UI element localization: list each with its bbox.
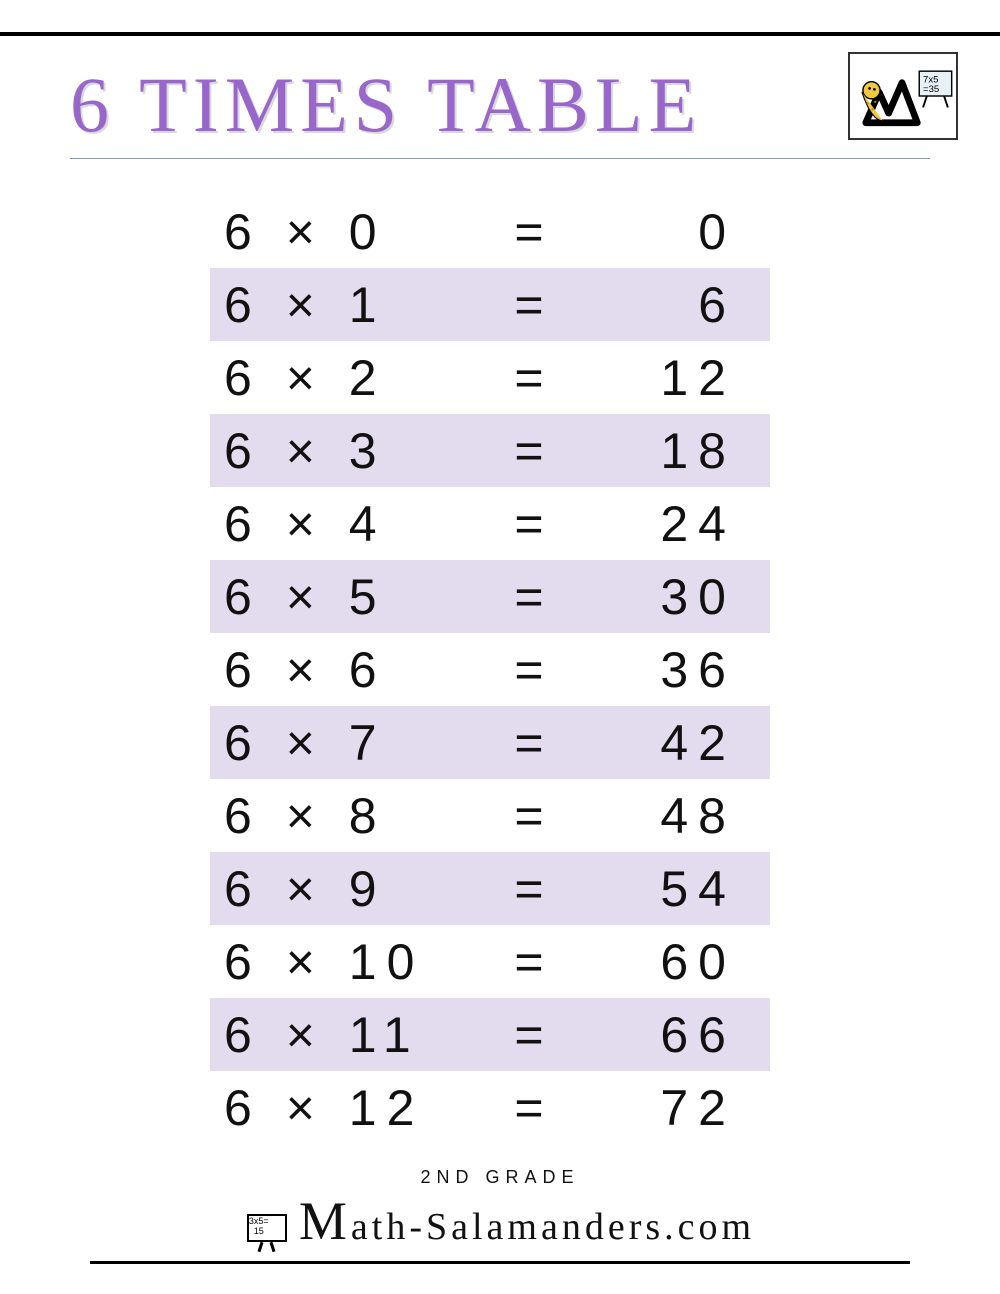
table-row: 6 × 8=48 (210, 779, 770, 852)
row-rhs: 42 (589, 714, 756, 772)
table-row: 6 × 4=24 (210, 487, 770, 560)
row-eq: = (479, 276, 589, 334)
top-rule (0, 32, 1000, 36)
table-row: 6 × 7=42 (210, 706, 770, 779)
table-row: 6 × 3=18 (210, 414, 770, 487)
row-lhs: 6 × 2 (224, 349, 479, 407)
row-lhs: 6 × 0 (224, 203, 479, 261)
table-row: 6 × 12=72 (210, 1071, 770, 1144)
row-eq: = (479, 860, 589, 918)
row-eq: = (479, 568, 589, 626)
table-row: 6 × 0=0 (210, 195, 770, 268)
times-table: 6 × 0=06 × 1=66 × 2=126 × 3=186 × 4=246 … (210, 195, 770, 1144)
header: 6 Times Table (70, 60, 960, 180)
row-rhs: 72 (589, 1079, 756, 1137)
row-eq: = (479, 203, 589, 261)
row-eq: = (479, 1079, 589, 1137)
row-lhs: 6 × 3 (224, 422, 479, 480)
brand-text: Math-Salamanders.com (299, 1190, 755, 1252)
row-eq: = (479, 714, 589, 772)
svg-text:=35: =35 (923, 84, 939, 95)
footer-rule (90, 1261, 910, 1264)
row-rhs: 0 (589, 203, 756, 261)
brand-big-m: M (299, 1191, 351, 1251)
row-rhs: 48 (589, 787, 756, 845)
brand-line: 3x5=15 Math-Salamanders.com (245, 1190, 755, 1252)
row-eq: = (479, 1006, 589, 1064)
row-lhs: 6 × 8 (224, 787, 479, 845)
row-rhs: 18 (589, 422, 756, 480)
row-lhs: 6 × 5 (224, 568, 479, 626)
row-lhs: 6 × 9 (224, 860, 479, 918)
row-rhs: 60 (589, 933, 756, 991)
brand-logo: 7x5 =35 (848, 52, 958, 140)
footer-board-icon: 3x5=15 (245, 1214, 291, 1252)
page-title: 6 Times Table (70, 60, 960, 150)
row-lhs: 6 × 11 (224, 1006, 479, 1064)
row-eq: = (479, 495, 589, 553)
row-eq: = (479, 641, 589, 699)
row-eq: = (479, 787, 589, 845)
row-lhs: 6 × 7 (224, 714, 479, 772)
title-underline (70, 158, 930, 159)
row-rhs: 24 (589, 495, 756, 553)
grade-label: 2nd Grade (0, 1167, 1000, 1188)
row-rhs: 12 (589, 349, 756, 407)
row-lhs: 6 × 6 (224, 641, 479, 699)
row-rhs: 6 (589, 276, 756, 334)
row-lhs: 6 × 10 (224, 933, 479, 991)
row-rhs: 30 (589, 568, 756, 626)
table-row: 6 × 9=54 (210, 852, 770, 925)
table-row: 6 × 5=30 (210, 560, 770, 633)
table-row: 6 × 10=60 (210, 925, 770, 998)
row-eq: = (479, 422, 589, 480)
table-row: 6 × 2=12 (210, 341, 770, 414)
row-rhs: 54 (589, 860, 756, 918)
row-eq: = (479, 933, 589, 991)
row-rhs: 66 (589, 1006, 756, 1064)
row-lhs: 6 × 1 (224, 276, 479, 334)
row-rhs: 36 (589, 641, 756, 699)
table-row: 6 × 6=36 (210, 633, 770, 706)
table-row: 6 × 1=6 (210, 268, 770, 341)
brand-rest: ath-Salamanders.com (351, 1206, 755, 1248)
row-lhs: 6 × 4 (224, 495, 479, 553)
row-eq: = (479, 349, 589, 407)
row-lhs: 6 × 12 (224, 1079, 479, 1137)
footer: 2nd Grade 3x5=15 Math-Salamanders.com (0, 1167, 1000, 1264)
table-row: 6 × 11=66 (210, 998, 770, 1071)
